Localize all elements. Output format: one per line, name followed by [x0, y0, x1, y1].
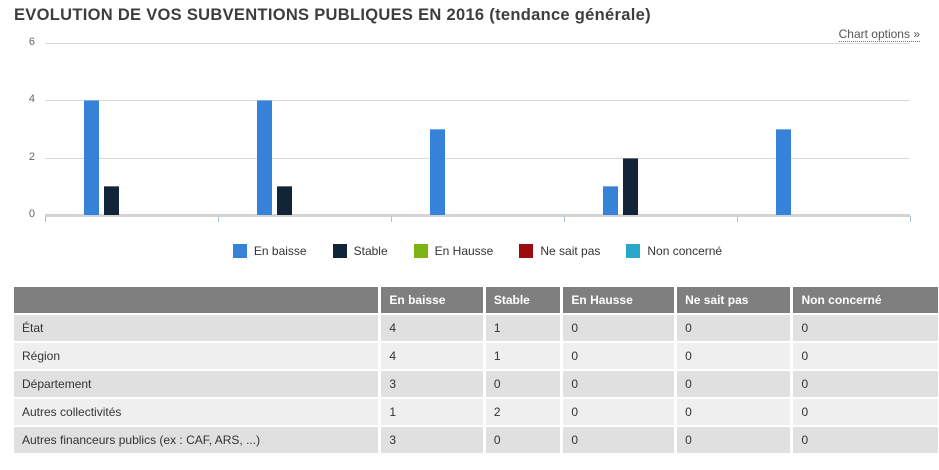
- row-value: 0: [791, 398, 938, 427]
- x-axis-tick: [218, 216, 219, 222]
- table-header-row: En baisse Stable En Hausse Ne sait pas Non c…: [14, 287, 938, 315]
- row-value: 3: [379, 370, 486, 399]
- row-label: Autres collectivités: [14, 398, 382, 427]
- legend-label: En baisse: [253, 244, 307, 258]
- row-value: 0: [791, 342, 938, 371]
- row-value: 0: [791, 314, 938, 343]
- legend-label: En Hausse: [434, 244, 494, 258]
- row-value: 0: [561, 314, 678, 343]
- bar-en-baisse: [776, 129, 791, 215]
- legend-label: Stable: [353, 244, 388, 258]
- legend-swatch: [519, 244, 534, 258]
- bar-stable: [104, 186, 119, 215]
- row-value: 0: [484, 370, 564, 399]
- table-header-stable: Stable: [484, 287, 564, 315]
- legend-swatch: [413, 244, 428, 258]
- x-axis-tick: [391, 216, 392, 222]
- table-header-en-hausse: En Hausse: [561, 287, 678, 315]
- x-axis-tick: [564, 216, 565, 222]
- row-value: 4: [379, 342, 486, 371]
- row-value: 0: [675, 398, 794, 427]
- row-value: 0: [561, 426, 678, 455]
- row-value: 2: [484, 398, 564, 427]
- x-axis-line: [45, 214, 910, 217]
- row-value: 1: [484, 314, 564, 343]
- row-value: 0: [561, 342, 678, 371]
- legend-swatch: [626, 244, 641, 258]
- row-value: 0: [675, 370, 794, 399]
- bar-group-1: [45, 43, 218, 215]
- table-row: État 4 1 0 0 0: [14, 314, 938, 343]
- bar-en-baisse: [257, 100, 272, 215]
- legend-item-ne-sait-pas: Ne sait pas: [519, 244, 600, 258]
- y-axis-label-2: 2: [28, 150, 35, 163]
- bar-groups: [45, 43, 910, 215]
- row-label: État: [14, 314, 382, 343]
- x-axis-tick: [737, 216, 738, 222]
- bar-stable: [277, 186, 292, 215]
- row-label: Autres financeurs publics (ex : CAF, ARS…: [14, 426, 382, 455]
- table-row: Autres collectivités 1 2 0 0 0: [14, 398, 938, 427]
- gridline-y4: [45, 100, 910, 102]
- row-value: 0: [675, 342, 794, 371]
- bar-group-5: [737, 43, 910, 215]
- bar-chart: 0 2 4 6: [29, 36, 911, 222]
- row-value: 1: [484, 342, 564, 371]
- row-value: 3: [379, 426, 486, 455]
- legend-label: Ne sait pas: [540, 244, 601, 258]
- chart-legend: En baisse Stable En Hausse Ne sait pas Non c…: [45, 244, 910, 258]
- row-value: 1: [379, 398, 486, 427]
- x-axis-tick: [45, 216, 46, 222]
- legend-swatch: [232, 244, 247, 258]
- gridline-y6: [45, 43, 910, 44]
- row-value: 0: [791, 426, 938, 455]
- bar-en-baisse: [84, 100, 99, 215]
- row-value: 4: [379, 314, 486, 343]
- legend-swatch: [332, 244, 347, 258]
- bar-en-baisse: [603, 186, 618, 215]
- table-row: Autres financeurs publics (ex : CAF, ARS…: [14, 426, 938, 455]
- row-label: Département: [14, 370, 382, 399]
- table-header-ne-sait-pas: Ne sait pas: [675, 287, 794, 315]
- legend-label: Non concerné: [647, 244, 723, 258]
- legend-item-stable: Stable: [332, 244, 388, 258]
- table-row: Région 4 1 0 0 0: [14, 342, 938, 371]
- bar-group-2: [218, 43, 391, 215]
- table-row: Département 3 0 0 0 0: [14, 370, 938, 399]
- row-value: 0: [561, 398, 678, 427]
- row-value: 0: [675, 314, 794, 343]
- legend-item-non-concerné: Non concerné: [626, 244, 722, 258]
- table-header-en-baisse: En baisse: [379, 287, 486, 315]
- legend-item-en-hausse: En Hausse: [413, 244, 494, 258]
- page-title: EVOLUTION DE VOS SUBVENTIONS PUBLIQUES E…: [14, 6, 651, 24]
- bar-group-3: [391, 43, 564, 215]
- bar-stable: [623, 157, 638, 215]
- chart-options-link[interactable]: Chart options »: [838, 27, 920, 42]
- row-value: 0: [561, 370, 678, 399]
- table-header-empty: [14, 287, 382, 315]
- legend-item-en-baisse: En baisse: [232, 244, 307, 258]
- gridline-y2: [45, 157, 910, 159]
- row-value: 0: [484, 426, 564, 455]
- x-axis-tick: [910, 216, 911, 222]
- results-table: En baisse Stable En Hausse Ne sait pas Non c…: [14, 287, 938, 455]
- bar-en-baisse: [430, 129, 445, 215]
- y-axis-label-0: 0: [28, 208, 35, 220]
- bar-group-4: [564, 43, 737, 215]
- table-header-non-concerné: Non concerné: [791, 287, 938, 315]
- y-axis-label-6: 6: [28, 36, 35, 48]
- y-axis-label-4: 4: [28, 93, 35, 106]
- row-label: Région: [14, 342, 382, 371]
- row-value: 0: [675, 426, 794, 455]
- row-value: 0: [791, 370, 938, 399]
